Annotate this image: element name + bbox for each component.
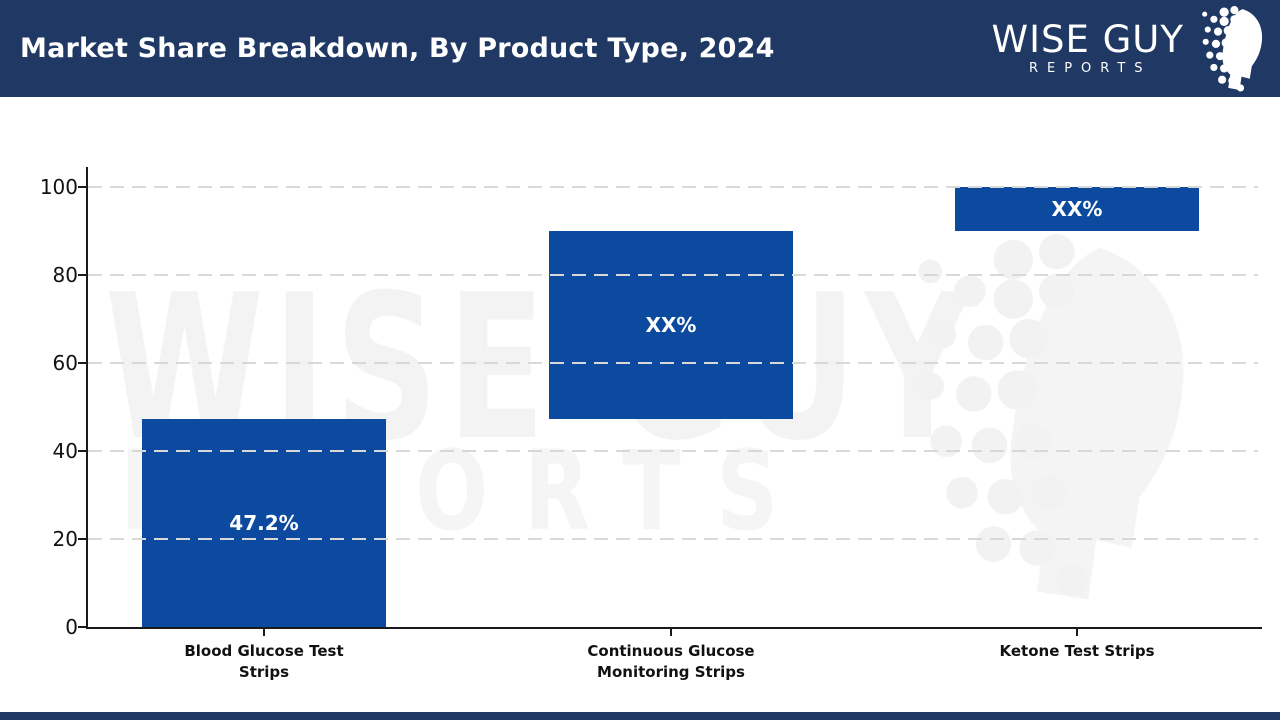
category-label: Blood Glucose Test Strips (184, 642, 344, 681)
x-tick-mark (1076, 629, 1078, 636)
y-gridline (88, 186, 1258, 188)
y-tick-label: 80 (52, 263, 78, 287)
y-gridline (88, 538, 1258, 540)
watermark-head-icon (916, 233, 1184, 600)
y-tick-label: 0 (65, 615, 78, 639)
y-tick-label: 40 (52, 439, 78, 463)
y-tick-label: 20 (52, 527, 78, 551)
y-axis-line (86, 167, 88, 629)
chart-title: Market Share Breakdown, By Product Type,… (20, 33, 775, 64)
y-tick-mark (78, 362, 87, 364)
footer-bar (0, 712, 1280, 720)
logo-head-icon (1202, 5, 1263, 91)
y-tick-mark (78, 274, 87, 276)
x-axis-line (86, 627, 1262, 629)
y-tick-label: 60 (52, 351, 78, 375)
y-tick-label: 100 (39, 175, 78, 199)
x-tick-mark (263, 629, 265, 636)
category-label: Ketone Test Strips (999, 642, 1155, 660)
bar (549, 231, 793, 420)
brand-logo-text: WISE GUY REPORTS (992, 21, 1184, 76)
category-label: Continuous Glucose Monitoring Strips (587, 642, 755, 681)
logo-wordmark: WISE GUY (991, 18, 1184, 61)
y-tick-mark (78, 450, 87, 452)
y-gridline (88, 362, 1258, 364)
bar (955, 187, 1199, 231)
chart-region: WISE GUY REPORTS 0 20 40 60 80 100 47.2% Blood … (0, 97, 1280, 712)
y-gridline (88, 450, 1258, 452)
header: Market Share Breakdown, By Product Type,… (0, 0, 1280, 97)
brand-logo: WISE GUY REPORTS (992, 5, 1266, 92)
bar (142, 419, 386, 627)
y-tick-mark (78, 626, 87, 628)
x-tick-mark (670, 629, 672, 636)
y-tick-mark (78, 186, 87, 188)
y-gridline (88, 274, 1258, 276)
logo-subtitle: REPORTS (1028, 61, 1152, 76)
y-tick-mark (78, 538, 87, 540)
